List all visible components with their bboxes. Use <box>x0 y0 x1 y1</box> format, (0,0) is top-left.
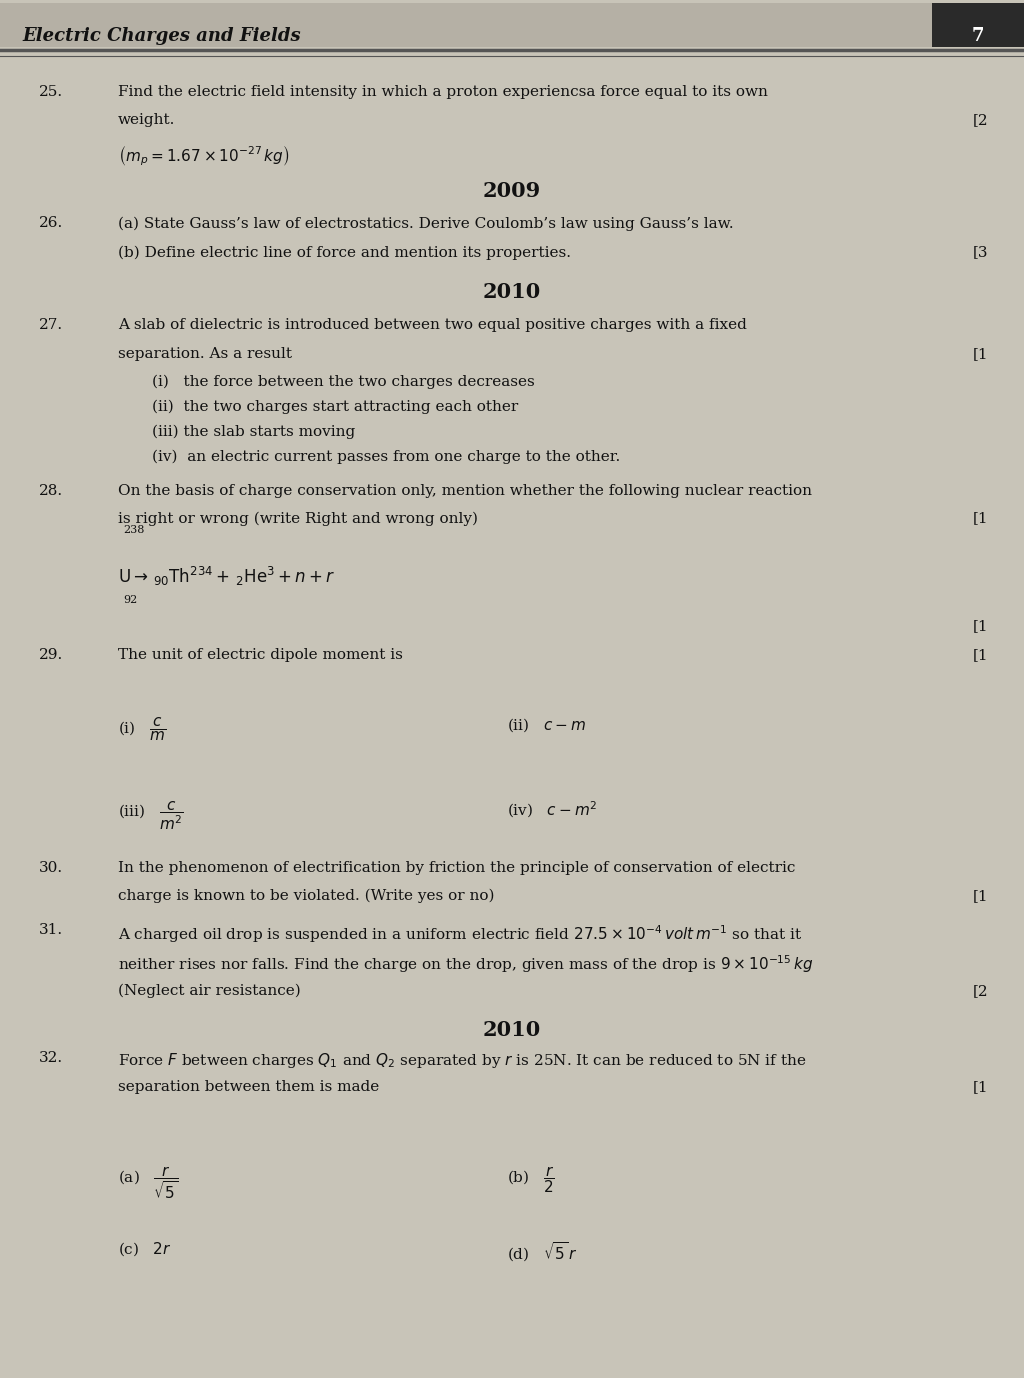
Text: is right or wrong (write Right and wrong only): is right or wrong (write Right and wrong… <box>118 511 478 525</box>
Text: (i)   the force between the two charges decreases: (i) the force between the two charges de… <box>152 375 535 389</box>
Text: 27.: 27. <box>39 318 63 332</box>
Text: (ii)   $c-m$: (ii) $c-m$ <box>507 717 586 734</box>
Text: neither rises nor falls. Find the charge on the drop, given mass of the drop is : neither rises nor falls. Find the charge… <box>118 954 813 976</box>
Text: [1: [1 <box>973 619 988 633</box>
Text: weight.: weight. <box>118 113 175 127</box>
Text: [2: [2 <box>973 113 988 127</box>
Text: 238: 238 <box>123 525 144 535</box>
Text: In the phenomenon of electrification by friction the principle of conservation o: In the phenomenon of electrification by … <box>118 861 795 875</box>
Text: (b)   $\dfrac{r}{2}$: (b) $\dfrac{r}{2}$ <box>507 1164 555 1195</box>
Text: [2: [2 <box>973 984 988 998</box>
Text: (iv)  an electric current passes from one charge to the other.: (iv) an electric current passes from one… <box>152 449 620 463</box>
Text: (a) State Gauss’s law of electrostatics. Derive Coulomb’s law using Gauss’s law.: (a) State Gauss’s law of electrostatics.… <box>118 216 733 230</box>
Text: $\mathrm{U}\rightarrow\,{}_{90}\mathrm{Th}^{234}+\,{}_{2}\mathrm{He}^{3}+n+r$: $\mathrm{U}\rightarrow\,{}_{90}\mathrm{T… <box>118 565 335 588</box>
Text: (a)   $\dfrac{r}{\sqrt{5}}$: (a) $\dfrac{r}{\sqrt{5}}$ <box>118 1164 178 1202</box>
Text: The unit of electric dipole moment is: The unit of electric dipole moment is <box>118 648 402 661</box>
FancyBboxPatch shape <box>932 3 1024 47</box>
Text: (iii) the slab starts moving: (iii) the slab starts moving <box>152 424 354 438</box>
Text: 31.: 31. <box>39 923 63 937</box>
Text: (d)   $\sqrt{5}\,r$: (d) $\sqrt{5}\,r$ <box>507 1240 578 1264</box>
Text: Find the electric field intensity in which a proton experiencsa force equal to i: Find the electric field intensity in whi… <box>118 85 768 99</box>
Text: Force $F$ between charges $Q_1$ and $Q_2$ separated by $r$ is 25N. It can be red: Force $F$ between charges $Q_1$ and $Q_2… <box>118 1051 806 1071</box>
Text: 29.: 29. <box>39 648 63 661</box>
Text: charge is known to be violated. (Write yes or no): charge is known to be violated. (Write y… <box>118 889 495 903</box>
Text: 2009: 2009 <box>483 181 541 201</box>
Text: (c)   $2r$: (c) $2r$ <box>118 1240 171 1258</box>
Text: On the basis of charge conservation only, mention whether the following nuclear : On the basis of charge conservation only… <box>118 484 812 497</box>
Text: 25.: 25. <box>39 85 63 99</box>
Text: separation between them is made: separation between them is made <box>118 1080 379 1094</box>
Text: (iv)   $c-m^2$: (iv) $c-m^2$ <box>507 799 597 820</box>
Text: (iii)   $\dfrac{c}{m^2}$: (iii) $\dfrac{c}{m^2}$ <box>118 799 183 832</box>
Text: separation. As a result: separation. As a result <box>118 347 292 361</box>
Text: [1: [1 <box>973 648 988 661</box>
Text: $\left(m_p =1.67\times10^{-27}\,kg\right)$: $\left(m_p =1.67\times10^{-27}\,kg\right… <box>118 143 289 168</box>
Text: (Neglect air resistance): (Neglect air resistance) <box>118 984 300 998</box>
Text: 2010: 2010 <box>483 282 541 303</box>
Text: A slab of dielectric is introduced between two equal positive charges with a fix: A slab of dielectric is introduced betwe… <box>118 318 746 332</box>
Text: [1: [1 <box>973 1080 988 1094</box>
Text: [1: [1 <box>973 889 988 903</box>
Text: 26.: 26. <box>39 216 63 230</box>
Text: 30.: 30. <box>39 861 63 875</box>
Text: 7: 7 <box>972 26 984 45</box>
Text: Electric Charges and Fields: Electric Charges and Fields <box>23 26 301 45</box>
Text: 2010: 2010 <box>483 1020 541 1040</box>
Text: 92: 92 <box>123 595 137 605</box>
Text: (b) Define electric line of force and mention its properties.: (b) Define electric line of force and me… <box>118 245 570 259</box>
Text: [3: [3 <box>973 245 988 259</box>
Text: (ii)  the two charges start attracting each other: (ii) the two charges start attracting ea… <box>152 400 518 413</box>
Text: [1: [1 <box>973 511 988 525</box>
FancyBboxPatch shape <box>0 3 1024 47</box>
Text: (i)   $\dfrac{c}{m}$: (i) $\dfrac{c}{m}$ <box>118 717 166 743</box>
Text: 28.: 28. <box>39 484 63 497</box>
Text: [1: [1 <box>973 347 988 361</box>
Text: A charged oil drop is suspended in a uniform electric field $27.5\times10^{-4}\,: A charged oil drop is suspended in a uni… <box>118 923 803 945</box>
Text: 32.: 32. <box>39 1051 63 1065</box>
